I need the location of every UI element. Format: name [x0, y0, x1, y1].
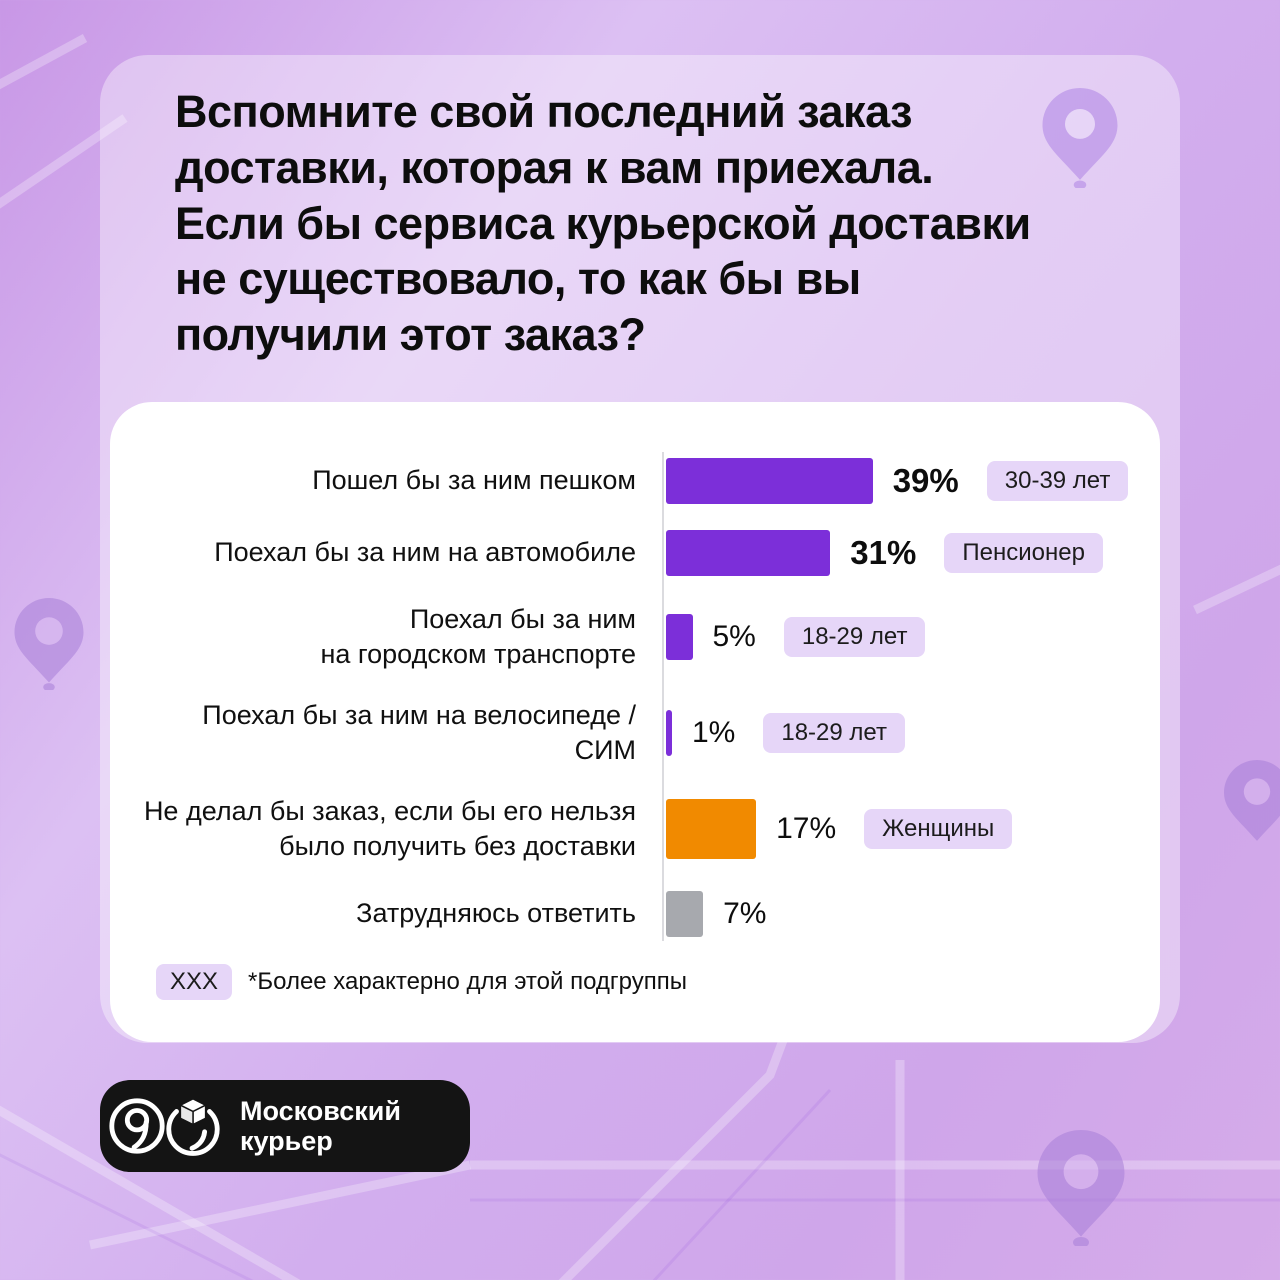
- bar: [666, 458, 873, 504]
- bar-zone: 7%: [662, 890, 767, 937]
- footnote-text: *Более характерно для этой подгруппы: [248, 968, 687, 995]
- bar: [666, 799, 757, 860]
- subgroup-tag: 18-29 лет: [763, 713, 905, 754]
- bar-label: Поехал бы за ним на городском транспорте: [320, 604, 636, 670]
- bar-value: 5%: [712, 620, 756, 654]
- subgroup-tag: 30-39 лет: [986, 461, 1129, 501]
- courier-box-icon: [162, 1095, 224, 1157]
- footnote-tag-sample: XXX: [156, 964, 233, 1000]
- bar: [666, 710, 672, 757]
- map-pin-icon: [1035, 1130, 1127, 1246]
- bar-value: 1%: [692, 716, 736, 750]
- bar: [666, 890, 704, 937]
- bar-zone: 31% Пенсионер: [662, 530, 1103, 576]
- bar-label: Затрудняюсь ответить: [356, 898, 636, 929]
- chart-axis-line: [662, 452, 664, 941]
- chart-footnote: XXX *Более характерно для этой подгруппы: [156, 964, 687, 1000]
- chart-row: Не делал бы заказ, если бы его нельзя бы…: [122, 794, 1140, 864]
- logo-text: Московский курьер: [240, 1095, 401, 1156]
- map-pin-icon: [1222, 760, 1280, 848]
- moscow-transport-logo-icon: [106, 1095, 168, 1157]
- chart-row: Поехал бы за ним на городском транспорте…: [122, 602, 1140, 672]
- bar-value: 31%: [850, 534, 917, 571]
- subgroup-tag: Женщины: [864, 809, 1013, 850]
- bar-chart: Пошел бы за ним пешком 39% 30-39 лет Пое…: [122, 452, 1140, 963]
- bar-value: 7%: [723, 896, 767, 930]
- bar-zone: 5% 18-29 лет: [662, 614, 926, 661]
- bar-label: Поехал бы за ним на автомобиле: [214, 537, 636, 568]
- bar-zone: 17% Женщины: [662, 799, 1013, 860]
- subgroup-tag: Пенсионер: [944, 533, 1103, 573]
- chart-row: Поехал бы за ним на велосипеде / СИМ 1% …: [122, 698, 1140, 768]
- chart-row: Пошел бы за ним пешком 39% 30-39 лет: [122, 458, 1140, 504]
- bar: [666, 614, 693, 661]
- survey-question-title: Вспомните свой последний заказ доставки,…: [175, 86, 1031, 361]
- bar-label: Пошел бы за ним пешком: [312, 465, 636, 496]
- chart-row: Поехал бы за ним на автомобиле 31% Пенси…: [122, 530, 1140, 576]
- bar-value: 17%: [776, 812, 837, 846]
- bar-value: 39%: [892, 462, 959, 499]
- bar-zone: 39% 30-39 лет: [662, 458, 1129, 504]
- bar-label: Поехал бы за ним на велосипеде / СИМ: [202, 700, 636, 766]
- bar-zone: 1% 18-29 лет: [662, 710, 905, 757]
- chart-card: Пошел бы за ним пешком 39% 30-39 лет Пое…: [110, 402, 1160, 1042]
- bar: [666, 530, 831, 576]
- moscow-courier-logo: Московский курьер: [100, 1080, 470, 1172]
- chart-row: Затрудняюсь ответить 7%: [122, 890, 1140, 937]
- bar-label: Не делал бы заказ, если бы его нельзя бы…: [143, 796, 636, 862]
- subgroup-tag: 18-29 лет: [783, 617, 926, 658]
- map-pin-icon: [12, 598, 86, 690]
